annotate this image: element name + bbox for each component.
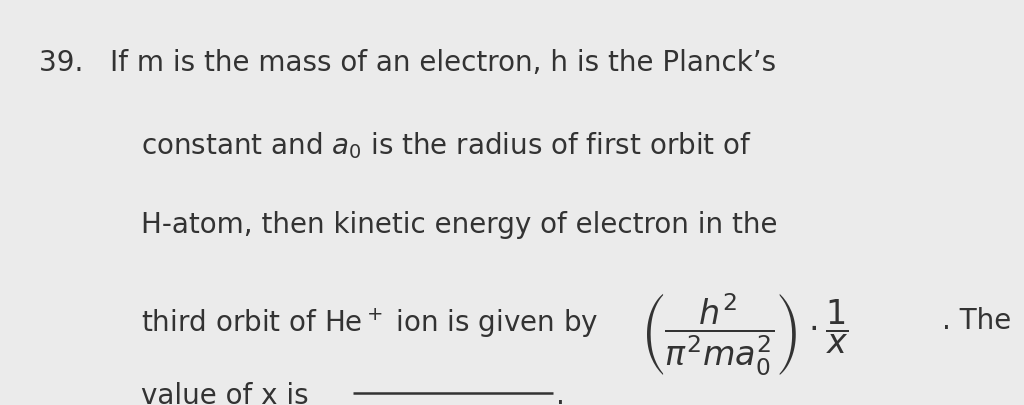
Text: third orbit of He$^+$ ion is given by: third orbit of He$^+$ ion is given by (141, 306, 599, 339)
Text: . The: . The (942, 306, 1012, 334)
Text: 39.   If m is the mass of an electron, h is the Planck’s: 39. If m is the mass of an electron, h i… (39, 49, 776, 77)
Text: constant and $a_0$ is the radius of first orbit of: constant and $a_0$ is the radius of firs… (141, 130, 752, 160)
Text: .: . (556, 381, 565, 405)
Text: value of x is: value of x is (141, 381, 309, 405)
Text: H-atom, then kinetic energy of electron in the: H-atom, then kinetic energy of electron … (141, 211, 778, 239)
Text: $\left(\dfrac{h^2}{\pi^2 m a_0^2}\right)\cdot\dfrac{1}{x}$: $\left(\dfrac{h^2}{\pi^2 m a_0^2}\right)… (640, 292, 849, 377)
